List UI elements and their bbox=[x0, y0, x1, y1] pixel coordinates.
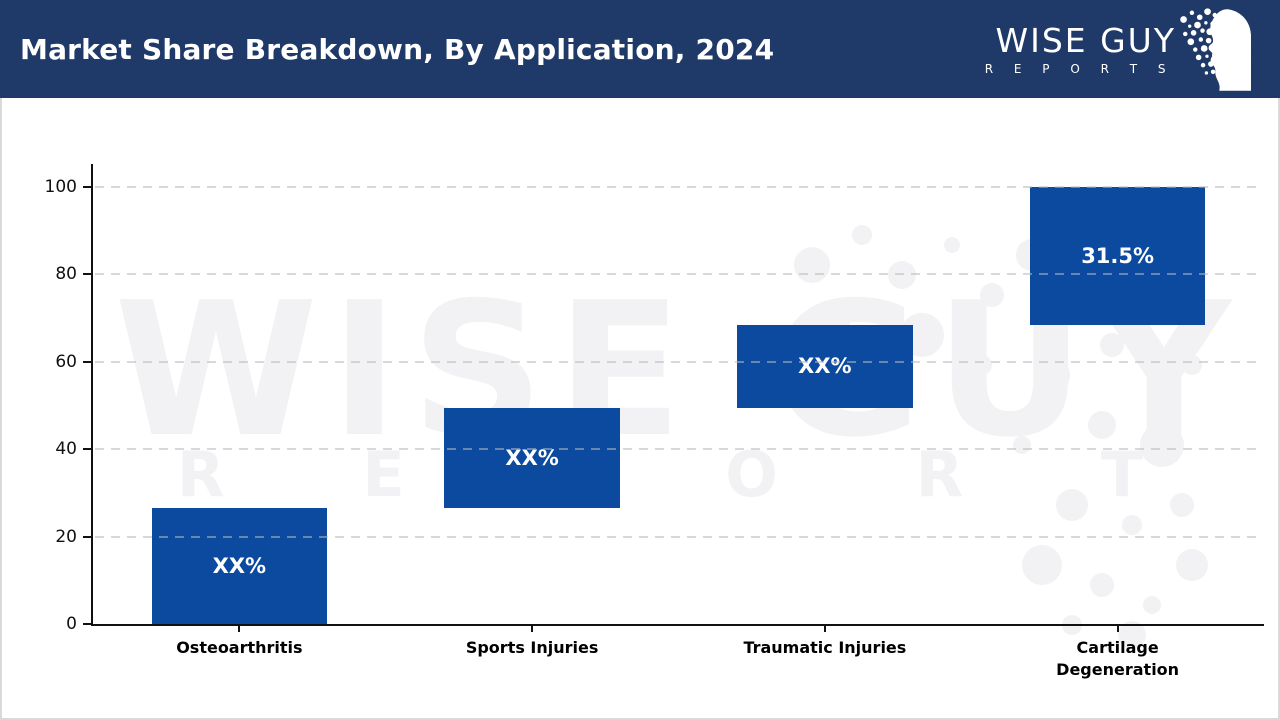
y-axis-tick-label: 100 bbox=[44, 177, 77, 197]
y-axis-tick bbox=[83, 535, 91, 538]
gridline bbox=[95, 535, 1258, 538]
header: Market Share Breakdown, By Application, … bbox=[0, 0, 1280, 98]
plot-area: 0 20 40 60 80 100 XX% XX% XX% 31.5% Osteoarthritis… bbox=[45, 164, 1264, 679]
bar-value-label: XX% bbox=[505, 445, 559, 470]
bar-value-label: XX% bbox=[212, 554, 267, 579]
bar-value-label: XX% bbox=[798, 354, 852, 379]
bar: XX% bbox=[737, 324, 913, 408]
y-axis-tick-label: 60 bbox=[55, 351, 77, 372]
x-axis-tick bbox=[238, 624, 241, 632]
page-title: Market Share Breakdown, By Application, … bbox=[20, 32, 775, 66]
x-category-label: Sports Injuries bbox=[465, 638, 599, 657]
gridline bbox=[95, 186, 1258, 188]
wiseguy-logo: WISE GUY R E P O R T S bbox=[985, 6, 1256, 92]
y-axis-tick-label: 20 bbox=[55, 526, 77, 547]
bar: XX% bbox=[444, 407, 620, 509]
bar-value-label: 31.5% bbox=[1081, 243, 1155, 268]
x-axis-tick bbox=[1116, 624, 1119, 632]
y-axis-tick bbox=[83, 186, 91, 188]
bar: 31.5% bbox=[1029, 187, 1206, 325]
logo-subtitle: R E P O R T S bbox=[984, 61, 1174, 76]
x-axis-tick bbox=[531, 624, 534, 632]
logo-wordmark: WISE GUY bbox=[995, 20, 1176, 60]
x-category-label: Osteoarthritis bbox=[176, 638, 303, 657]
x-category-label: Traumatic Injuries bbox=[743, 638, 907, 657]
x-category-label: Cartilage Degeneration bbox=[1056, 638, 1180, 679]
y-axis-tick bbox=[83, 360, 91, 363]
x-axis-tick bbox=[823, 624, 826, 632]
y-axis-tick bbox=[83, 273, 91, 276]
y-axis-tick bbox=[83, 623, 91, 625]
y-axis-tick bbox=[83, 448, 91, 451]
wiseguy-face-icon bbox=[1178, 6, 1256, 92]
bar: XX% bbox=[151, 508, 328, 624]
gridline bbox=[95, 448, 1258, 451]
logo-text: WISE GUY R E P O R T S bbox=[985, 24, 1176, 75]
y-axis-tick-label: 0 bbox=[66, 614, 77, 634]
y-axis-tick-label: 40 bbox=[55, 439, 77, 460]
gridline bbox=[95, 273, 1258, 276]
y-axis-tick-label: 80 bbox=[55, 264, 77, 285]
gridline bbox=[95, 360, 1258, 363]
